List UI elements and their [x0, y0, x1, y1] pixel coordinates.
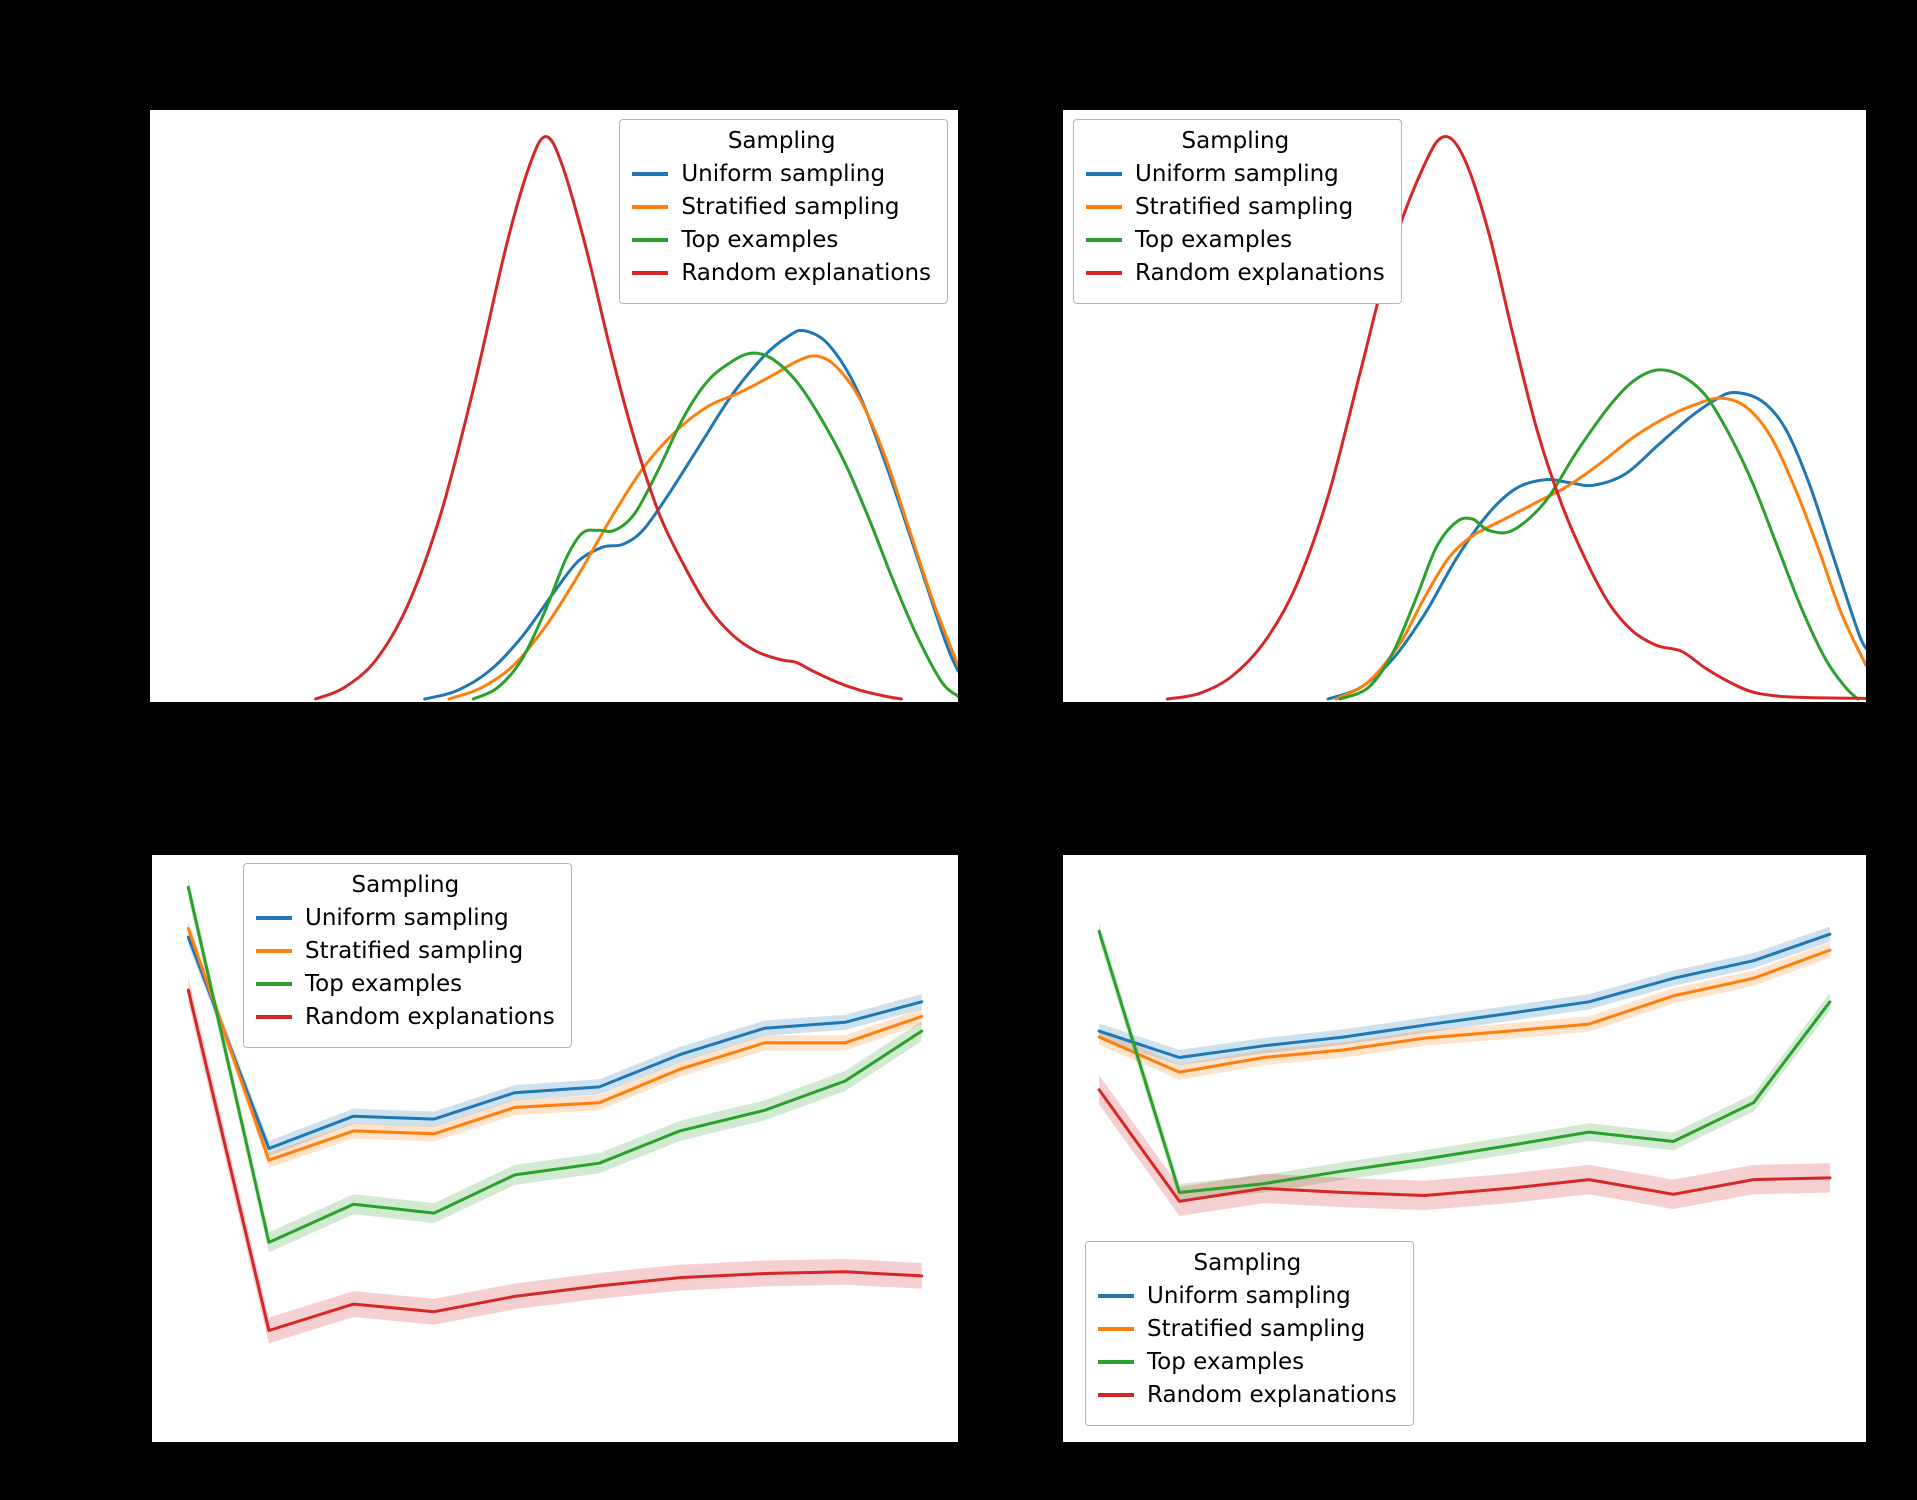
legend-entry-label: Uniform sampling — [305, 905, 509, 931]
legend-title: Sampling — [1193, 1250, 1302, 1276]
legend-line-swatch — [1086, 271, 1122, 275]
line-series-stratified-sampling — [186, 926, 924, 1162]
legend-entry-label: Random explanations — [1135, 260, 1385, 286]
legend-line-swatch — [256, 982, 292, 986]
panel-bottom-left-line-plot: Sampling Uniform sampling Stratified samp… — [152, 855, 958, 1442]
legend-line-swatch — [1098, 1327, 1134, 1331]
legend-line-swatch — [1098, 1360, 1134, 1364]
line-series-top-examples — [186, 885, 924, 1244]
legend-entry: Top examples — [632, 227, 931, 253]
density-plot-top-left — [314, 135, 958, 701]
legend-entry: Random explanations — [256, 1004, 555, 1030]
kde-curve-random-explanations — [1165, 135, 1866, 701]
legend-entry: Stratified sampling — [632, 194, 931, 220]
legend-entry-label: Random explanations — [305, 1004, 555, 1030]
legend-line-swatch — [256, 1015, 292, 1019]
legend-line-swatch — [632, 172, 669, 176]
panel-bottom-right-line-plot: Sampling Uniform sampling Stratified samp… — [1063, 855, 1866, 1442]
line-series-uniform-sampling — [1097, 932, 1832, 1059]
kde-curve-top-examples — [1338, 368, 1860, 701]
legend-entry-label: Random explanations — [1147, 1382, 1397, 1408]
panel-top-left-density-plot: Sampling Uniform sampling Stratified samp… — [150, 110, 958, 702]
legend-title: Sampling — [1181, 128, 1290, 154]
legend-entry: Uniform sampling — [256, 905, 555, 931]
legend: Sampling Uniform sampling Stratified samp… — [1085, 1241, 1414, 1426]
legend-line-swatch — [1098, 1393, 1134, 1397]
confidence-band-top-examples — [1099, 922, 1830, 1202]
legend-entry: Random explanations — [632, 260, 931, 286]
legend-entry: Stratified sampling — [1098, 1316, 1397, 1342]
legend-entries: Uniform sampling Stratified sampling Top e… — [256, 905, 555, 1030]
legend-entry-label: Stratified sampling — [1147, 1316, 1366, 1342]
legend-line-swatch — [632, 205, 669, 209]
legend-entries: Uniform sampling Stratified sampling Top e… — [1098, 1283, 1397, 1408]
legend-entry-label: Stratified sampling — [305, 938, 524, 964]
legend-entries: Uniform sampling Stratified sampling Top e… — [1086, 161, 1385, 286]
legend-line-swatch — [1086, 205, 1122, 209]
legend-line-swatch — [256, 949, 292, 953]
legend-entry: Random explanations — [1086, 260, 1385, 286]
line-series-uniform-sampling — [186, 935, 924, 1150]
legend-entry: Stratified sampling — [256, 938, 555, 964]
legend-entry: Top examples — [1098, 1349, 1397, 1375]
legend-entry: Uniform sampling — [1086, 161, 1385, 187]
legend-entry-label: Random explanations — [681, 260, 931, 286]
legend: Sampling Uniform sampling Stratified samp… — [619, 119, 948, 304]
legend: Sampling Uniform sampling Stratified samp… — [1073, 119, 1402, 304]
confidence-band-stratified-sampling — [1099, 942, 1830, 1080]
legend-entries: Uniform sampling Stratified sampling Top e… — [632, 161, 931, 286]
legend-entry-label: Stratified sampling — [1135, 194, 1354, 220]
kde-curve-stratified-sampling — [447, 354, 958, 701]
legend-entry-label: Top examples — [305, 971, 463, 997]
legend-title: Sampling — [727, 128, 836, 154]
legend-entry-label: Uniform sampling — [1135, 161, 1339, 187]
legend-entry: Top examples — [1086, 227, 1385, 253]
legend-line-swatch — [632, 271, 669, 275]
legend-entry: Top examples — [256, 971, 555, 997]
legend-line-swatch — [1086, 238, 1122, 242]
legend-entry-label: Top examples — [1135, 227, 1293, 253]
legend-entry: Uniform sampling — [632, 161, 931, 187]
legend-entry-label: Uniform sampling — [1147, 1283, 1351, 1309]
kde-curve-random-explanations — [314, 135, 903, 701]
kde-curve-uniform-sampling — [423, 328, 958, 701]
kde-curve-stratified-sampling — [1334, 396, 1866, 701]
legend-line-swatch — [256, 916, 292, 920]
line-series-random-explanations — [1097, 1088, 1832, 1203]
kde-curve-uniform-sampling — [1326, 391, 1866, 701]
legend-entry-label: Stratified sampling — [681, 194, 900, 220]
confidence-band-random-explanations — [188, 977, 922, 1344]
confidence-band-uniform-sampling — [1099, 926, 1830, 1066]
legend-line-swatch — [632, 238, 669, 242]
kde-curve-top-examples — [471, 351, 958, 701]
panel-top-right-density-plot: Sampling Uniform sampling Stratified samp… — [1063, 110, 1866, 702]
legend-entry: Uniform sampling — [1098, 1283, 1397, 1309]
legend-line-swatch — [1086, 172, 1122, 176]
line-series-stratified-sampling — [1097, 948, 1832, 1074]
line-series-random-explanations — [186, 988, 924, 1332]
line-plot-bottom-right — [1097, 922, 1832, 1216]
legend-entry-label: Top examples — [681, 227, 839, 253]
legend-entry: Random explanations — [1098, 1382, 1397, 1408]
legend-entry-label: Top examples — [1147, 1349, 1305, 1375]
line-series-top-examples — [1097, 929, 1832, 1194]
line-plot-bottom-left — [186, 877, 924, 1344]
legend: Sampling Uniform sampling Stratified samp… — [243, 863, 572, 1048]
legend-line-swatch — [1098, 1294, 1134, 1298]
legend-entry-label: Uniform sampling — [681, 161, 886, 187]
legend-entry: Stratified sampling — [1086, 194, 1385, 220]
legend-title: Sampling — [351, 872, 460, 898]
density-plot-top-right — [1165, 135, 1866, 701]
